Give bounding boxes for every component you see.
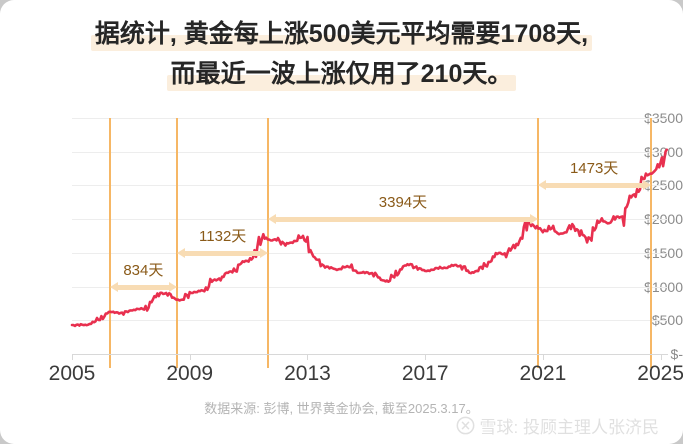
vertical-marker-line	[536, 118, 539, 368]
title-highlight-1	[90, 35, 593, 51]
gold-price-line-chart: $3500 $3000 $2500 $2000 $1500 $1000 $500 $- 834…	[0, 104, 683, 396]
arrow-bar	[274, 217, 532, 223]
x-axis-tick	[542, 354, 544, 360]
duration-label: 834天	[123, 261, 164, 279]
x-axis-label: 2025	[637, 362, 683, 385]
y-axis-label: $-	[670, 346, 683, 362]
arrow-bar	[115, 284, 172, 290]
x-axis-tick	[660, 354, 662, 360]
title-line-1: 据统计, 黄金每上涨500美元平均需要1708天,	[90, 14, 593, 54]
arrow-head-left	[109, 281, 118, 292]
x-axis-label: 2017	[401, 362, 449, 385]
duration-label: 1473天	[569, 160, 619, 178]
arrow-head-left	[268, 214, 277, 225]
vertical-marker-line	[108, 118, 111, 368]
watermark: 雪球: 投顾主理人张济民	[456, 413, 659, 438]
arrow-head-right	[529, 214, 538, 225]
x-axis-tick	[72, 354, 73, 360]
arrow-bar	[183, 250, 263, 256]
duration-arrow	[109, 281, 178, 292]
duration-label: 1132天	[199, 227, 247, 245]
x-axis-label: 2005	[48, 362, 96, 385]
title-highlight-2	[166, 75, 517, 91]
plot-area: 834天 1132天 3394天 1473天	[70, 118, 669, 368]
vertical-marker-line	[176, 118, 179, 368]
arrow-head-left	[177, 247, 186, 258]
arrow-head-right	[169, 281, 178, 292]
page-title: 据统计, 黄金每上涨500美元平均需要1708天, 而最近一波上涨仅用了210天…	[0, 14, 683, 94]
gridline	[72, 320, 668, 322]
duration-arrow	[177, 247, 269, 258]
gridline	[72, 118, 668, 119]
title-text-2: 而最近一波上涨仅用了210天。	[170, 60, 513, 88]
duration-label: 3394天	[378, 194, 428, 212]
watermark-text: 雪球: 投顾主理人张济民	[479, 418, 659, 437]
arrow-head-right	[642, 180, 651, 191]
x-axis-tick	[307, 354, 309, 360]
source-note: 数据来源: 彭博, 世界黄金协会, 截至2025.3.17。	[204, 401, 479, 416]
x-axis-label: 2013	[284, 362, 331, 385]
x-axis-label: 2021	[519, 362, 567, 385]
gridline	[72, 151, 668, 153]
duration-arrow	[268, 214, 538, 225]
x-axis-tick	[425, 354, 427, 360]
gridline	[72, 286, 668, 288]
price-line-path	[70, 148, 669, 328]
x-axis-label: 2009	[166, 362, 214, 385]
title-text-1: 据统计, 黄金每上涨500美元平均需要1708天,	[94, 20, 589, 48]
x-axis-line	[72, 354, 668, 355]
xueqiu-logo-icon	[456, 416, 474, 435]
gridline	[72, 252, 668, 254]
gridline	[72, 185, 668, 187]
duration-arrow	[537, 180, 651, 191]
vertical-marker-line	[649, 118, 652, 368]
price-line-series	[70, 148, 669, 328]
arrow-head-right	[260, 247, 269, 258]
arrow-bar	[543, 183, 645, 189]
x-axis-tick	[189, 354, 191, 360]
title-line-2: 而最近一波上涨仅用了210天。	[166, 54, 517, 94]
arrow-head-left	[537, 180, 546, 191]
vertical-marker-line	[267, 118, 270, 368]
